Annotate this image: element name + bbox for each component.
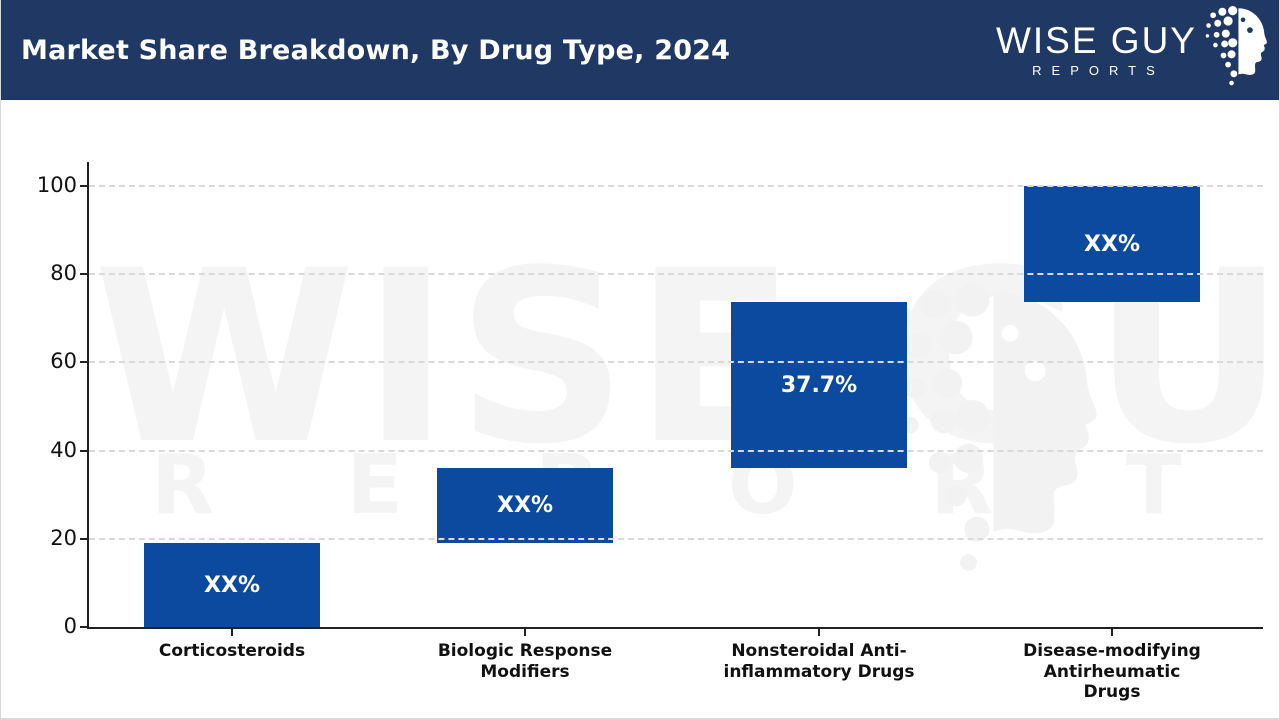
logo-wordmark-block: WISE GUY REPORTS: [995, 20, 1197, 78]
category-label: Nonsteroidal Anti- inflammatory Drugs: [723, 641, 915, 682]
y-axis-tick-label: 100: [36, 173, 77, 197]
x-axis-line: [89, 627, 1263, 629]
y-axis-tick-label: 0: [63, 614, 77, 638]
category-label: Corticosteroids: [158, 641, 306, 661]
y-axis-line: [87, 162, 89, 629]
bar-value-label: XX%: [1084, 231, 1140, 257]
y-axis-tick-label: 80: [50, 261, 77, 286]
y-axis-tick: [80, 537, 89, 540]
gridline: [89, 185, 1263, 187]
logo-wordmark: WISE GUY: [995, 20, 1197, 62]
y-axis-tick: [80, 185, 89, 187]
bar-4: XX%: [1024, 186, 1200, 302]
bar-2: XX%: [437, 468, 613, 543]
x-axis-tick: [524, 629, 527, 636]
bar-1: XX%: [144, 543, 320, 627]
y-axis-tick: [80, 449, 89, 452]
x-axis-tick: [1111, 629, 1114, 636]
bar-value-label: 37.7%: [780, 372, 858, 398]
chart-area: WISE GU R E P O R T S 020406080100XX%Cor…: [1, 100, 1279, 718]
y-axis-tick-label: 40: [50, 437, 77, 462]
header: Market Share Breakdown, By Drug Type, 20…: [1, 0, 1279, 100]
gridline: [89, 449, 1263, 452]
logo-subtitle: REPORTS: [1032, 62, 1165, 78]
category-label: Biologic Response Modifiers: [437, 641, 613, 682]
x-axis-tick: [230, 629, 233, 636]
y-axis-tick: [80, 273, 89, 276]
y-axis-tick: [80, 361, 89, 364]
gridline: [89, 537, 1263, 540]
category-label: Disease-modifying Antirheumatic Drugs: [1023, 641, 1201, 703]
bar-value-label: XX%: [497, 493, 553, 518]
wise-guy-logo: WISE GUY REPORTS: [996, 0, 1271, 100]
bar-3: 37.7%: [731, 302, 907, 468]
bar-value-label: XX%: [204, 572, 260, 598]
gridline: [89, 361, 1263, 364]
logo-face-icon: [1205, 6, 1267, 86]
gridline: [89, 273, 1263, 276]
watermark-subtitle: R E P O R T S: [151, 438, 1279, 533]
page-title: Market Share Breakdown, By Drug Type, 20…: [21, 34, 731, 66]
y-axis-tick-label: 60: [50, 349, 77, 374]
x-axis-tick: [817, 629, 820, 636]
y-axis-tick-label: 20: [50, 525, 77, 550]
y-axis-tick: [80, 626, 89, 628]
